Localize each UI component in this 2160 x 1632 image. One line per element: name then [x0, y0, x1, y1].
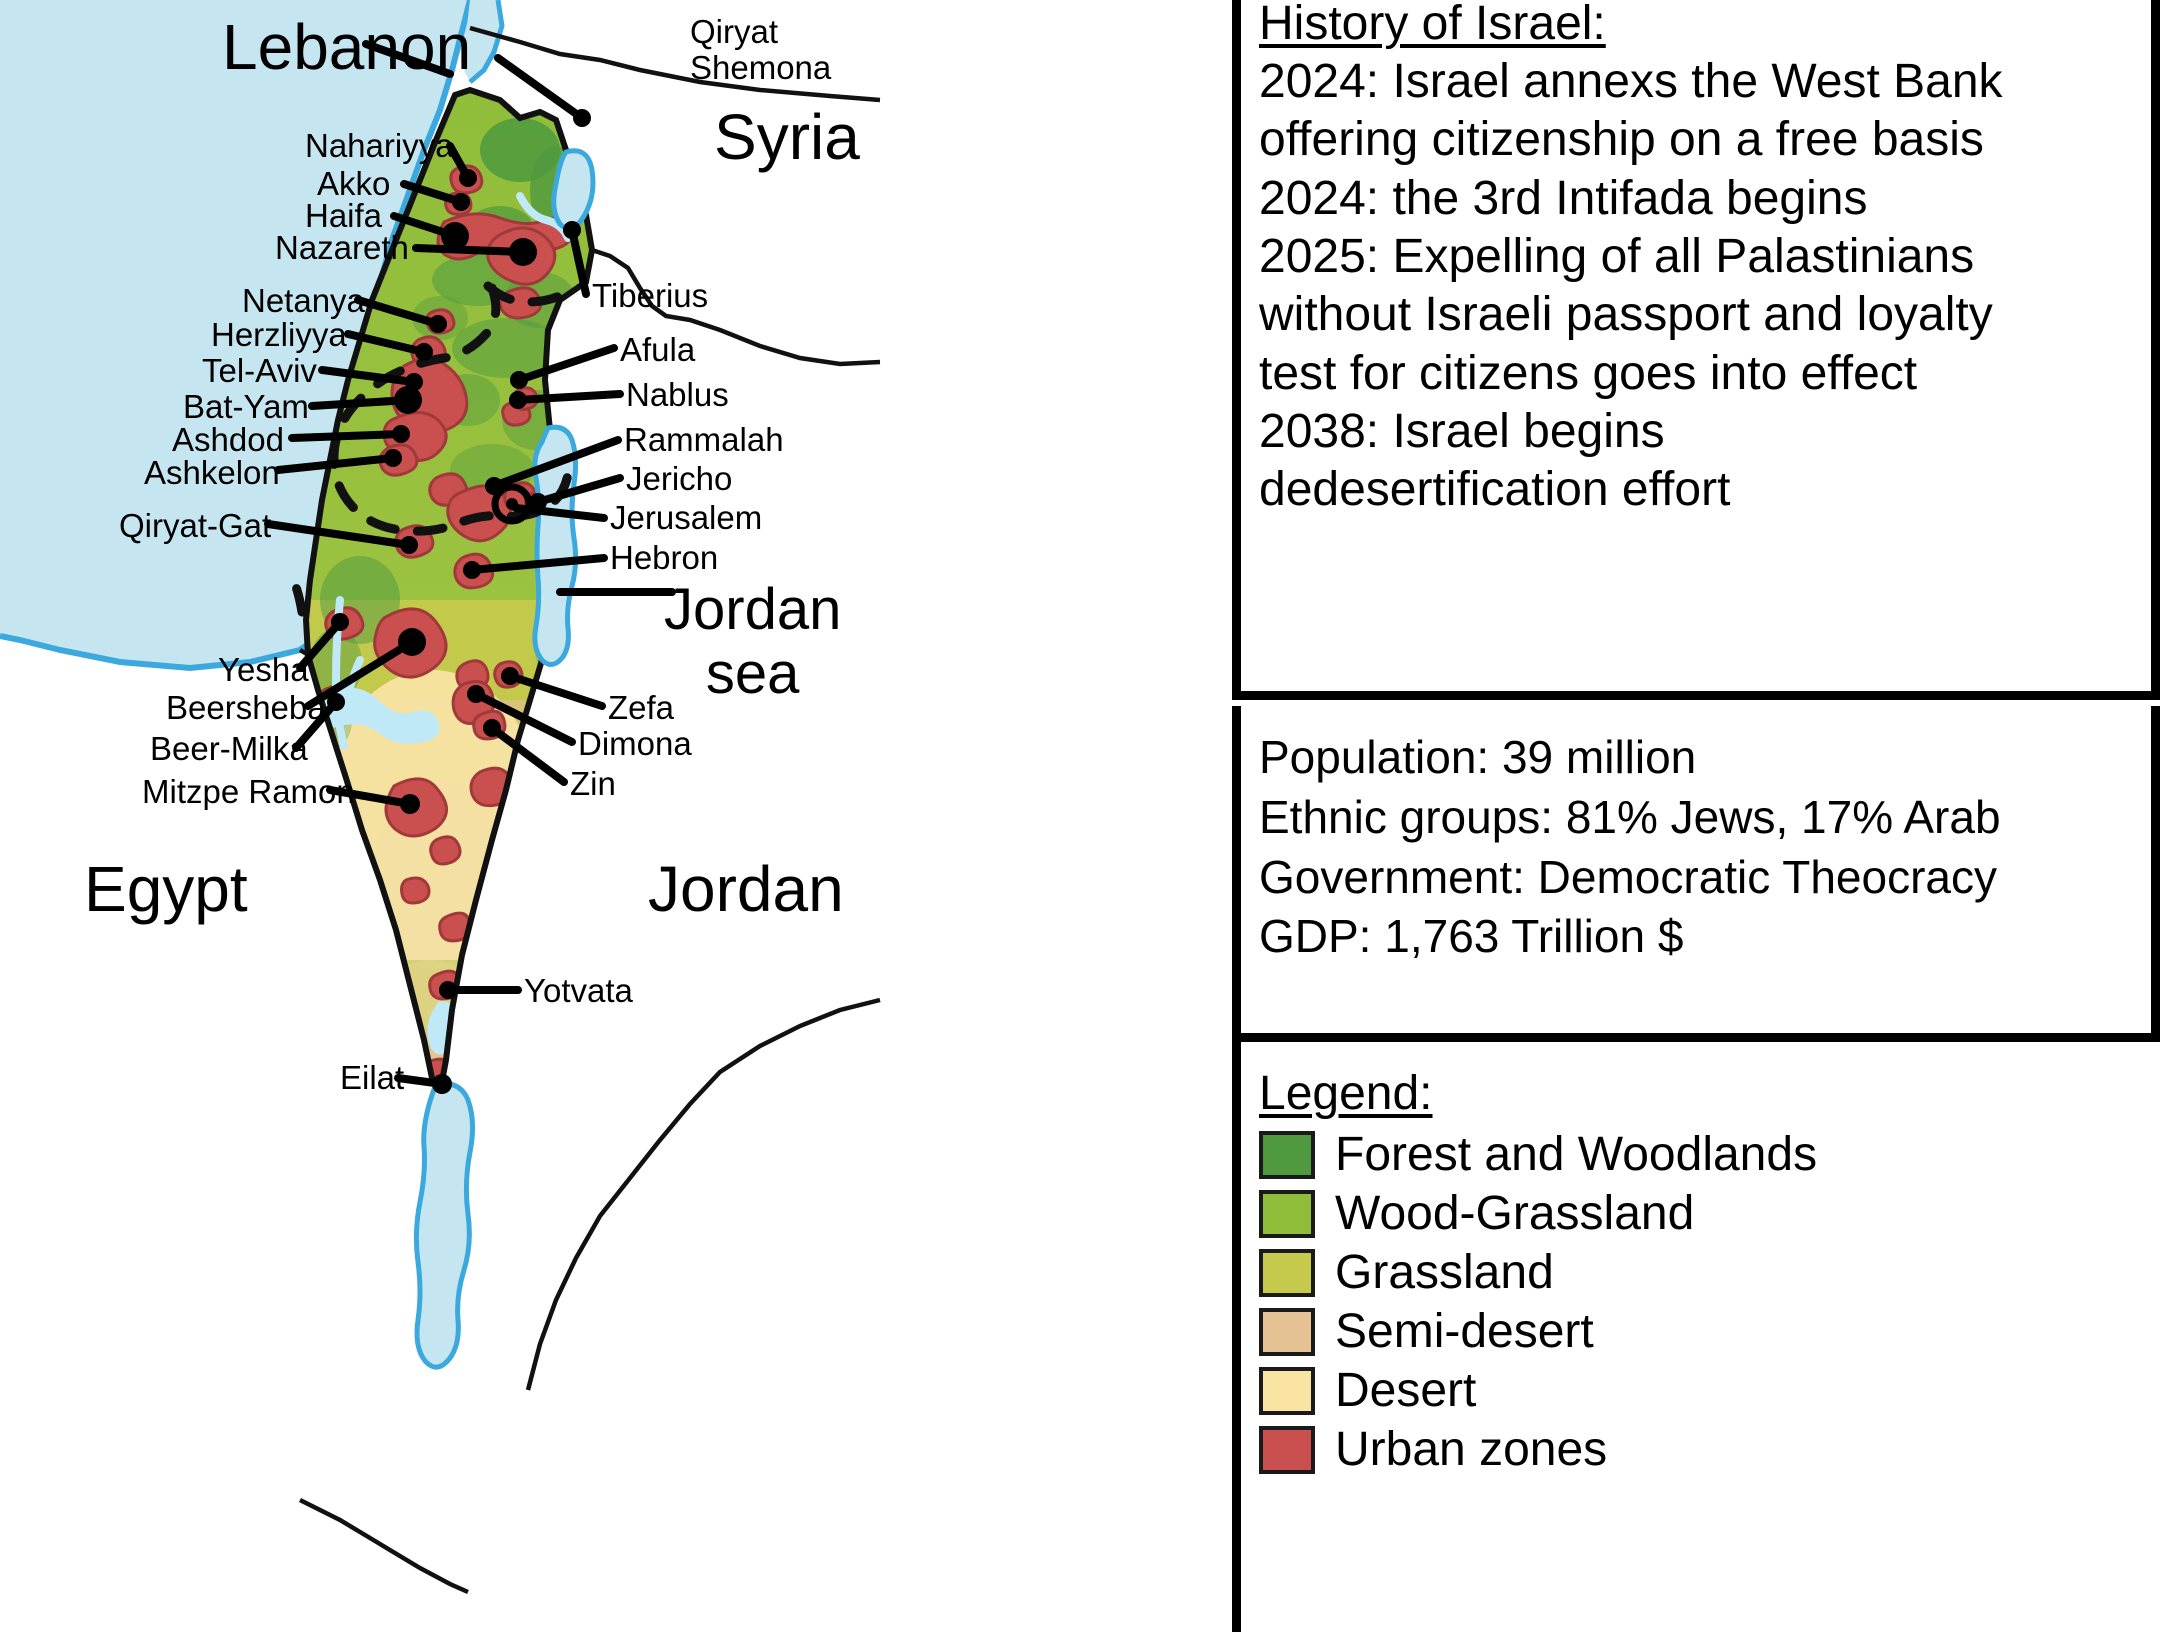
legend-box: Legend: Forest and Woodlands Wood-Grassl… [1232, 1042, 2160, 1632]
city-label-qiryat-gat: Qiryat-Gat [119, 507, 272, 544]
legend-label: Urban zones [1335, 1423, 1608, 1476]
legend-label: Wood-Grassland [1335, 1187, 1695, 1240]
city-label-mitzpe-ramon: Mitzpe Ramon [142, 773, 355, 810]
legend-swatch-icon [1259, 1189, 1315, 1238]
stat-ethnic-groups: Ethnic groups: 81% Jews, 17% Arab [1259, 790, 2001, 843]
city-label-tiberius: Tiberius [592, 277, 709, 314]
country-label-jordan-sea: Jordan sea [664, 577, 842, 706]
lake-west-negev [321, 687, 440, 744]
syria-jordan-border [591, 247, 881, 367]
gulf-of-aqaba [413, 1080, 476, 1370]
history-title: History of Israel: [1259, 0, 1606, 50]
sea-north-inlet [462, 0, 502, 82]
city-label-beersheba: Beersheba [166, 689, 326, 726]
city-label-rammalah: Rammalah [624, 421, 784, 458]
city-label-nablus: Nablus [626, 376, 729, 413]
city-label-herzliyya: Herzliyya [211, 316, 347, 353]
west-bank-boundary [329, 283, 573, 536]
legend-swatch-icon [1259, 1425, 1315, 1474]
legend-label: Semi-desert [1335, 1305, 1594, 1358]
city-label-afula: Afula [620, 331, 696, 368]
legend-item-semi-desert: Semi-desert [1259, 1302, 2146, 1361]
legend-item-grassland: Grassland [1259, 1243, 2146, 1302]
city-label-yesha: Yesha [218, 651, 309, 688]
history-line: 2024: Israel annexs the West Bank [1259, 55, 2003, 108]
legend-label: Grassland [1335, 1246, 1554, 1299]
history-line: offering citizenship on a free basis [1259, 113, 1984, 167]
stat-population: Population: 39 million [1259, 731, 1697, 783]
egypt-border [298, 1497, 469, 1595]
country-label-syria: Syria [714, 101, 860, 173]
city-label-zin: Zin [570, 765, 616, 802]
history-box: History of Israel: 2024: Israel annexs t… [1232, 0, 2160, 700]
city-label-haifa: Haifa [305, 197, 383, 234]
legend-label: Desert [1335, 1364, 1477, 1417]
stat-gdp: GDP: 1,763 Trillion $ [1259, 910, 1684, 963]
legend-swatch-icon [1259, 1366, 1315, 1415]
city-label-zefa: Zefa [608, 689, 675, 726]
capital-marker-jerusalem [491, 483, 533, 525]
history-line: 2025: Expelling of all Palastinians [1259, 229, 1975, 283]
country-label-egypt: Egypt [84, 853, 248, 925]
history-line: 2038: Israel begins [1259, 404, 1665, 458]
country-label-jordan: Jordan [648, 853, 844, 925]
city-label-tel-aviv: Tel-Aviv [202, 352, 317, 389]
city-label-nazareth: Nazareth [275, 229, 409, 266]
map-panel: Lebanon Syria Jordan sea Jordan Egypt Qi… [0, 0, 881, 1595]
city-label-ashdod: Ashdod [172, 421, 284, 458]
city-label-hebron: Hebron [610, 539, 719, 576]
legend-title: Legend: [1259, 1067, 1433, 1120]
legend-item-desert: Desert [1259, 1361, 2146, 1420]
legend-list: Forest and Woodlands Wood-Grassland Gras… [1259, 1125, 2146, 1479]
city-label-jerusalem: Jerusalem [610, 499, 763, 536]
city-label-akko: Akko [317, 165, 391, 202]
history-line: without Israeli passport and loyalty [1259, 288, 1993, 342]
gaza-boundary [285, 567, 307, 617]
city-label-qiryat-shemona: Qiryat Shemona [690, 13, 832, 86]
city-label-dimona: Dimona [578, 725, 692, 762]
leader-lines [264, 40, 676, 1088]
history-line: test for citizens goes into effect [1259, 346, 1918, 400]
sea-north-inlet-outline [468, 0, 505, 84]
city-label-netanya: Netanya [242, 282, 365, 319]
country-label-lebanon: Lebanon [222, 11, 472, 83]
lebanon-border [469, 25, 881, 103]
legend-swatch-icon [1259, 1307, 1315, 1356]
city-label-yotvata: Yotvata [524, 972, 633, 1009]
legend-swatch-icon [1259, 1248, 1315, 1297]
legend-label: Forest and Woodlands [1335, 1128, 1818, 1181]
west-bank-boundary-north [483, 281, 573, 307]
jordan-border-se [525, 997, 881, 1391]
city-label-nahariyya: Nahariyya [305, 127, 454, 164]
city-label-eilat: Eilat [340, 1059, 405, 1096]
mediterranean-sea [0, 0, 470, 668]
info-side-panel: History of Israel: 2024: Israel annexs t… [1232, 0, 2160, 1632]
legend-item-forest: Forest and Woodlands [1259, 1125, 2146, 1184]
israel-terrain-map [0, 0, 881, 1595]
stat-government: Government: Democratic Theocracy [1259, 850, 1997, 903]
history-line: dedesertification effort [1259, 463, 1731, 517]
country-stats-box: Population: 39 million Ethnic groups: 81… [1232, 706, 2160, 1042]
legend-item-urban-zones: Urban zones [1259, 1420, 2146, 1479]
city-label-bat-yam: Bat-Yam [183, 388, 309, 425]
city-label-beer-milka: Beer-Milka [150, 730, 308, 767]
legend-swatch-icon [1259, 1130, 1315, 1179]
history-line: 2024: the 3rd Intifada begins [1259, 171, 1868, 225]
city-label-ashkelon: Ashkelon [144, 454, 280, 491]
legend-item-wood-grassland: Wood-Grassland [1259, 1184, 2146, 1243]
city-label-jericho: Jericho [626, 460, 733, 497]
